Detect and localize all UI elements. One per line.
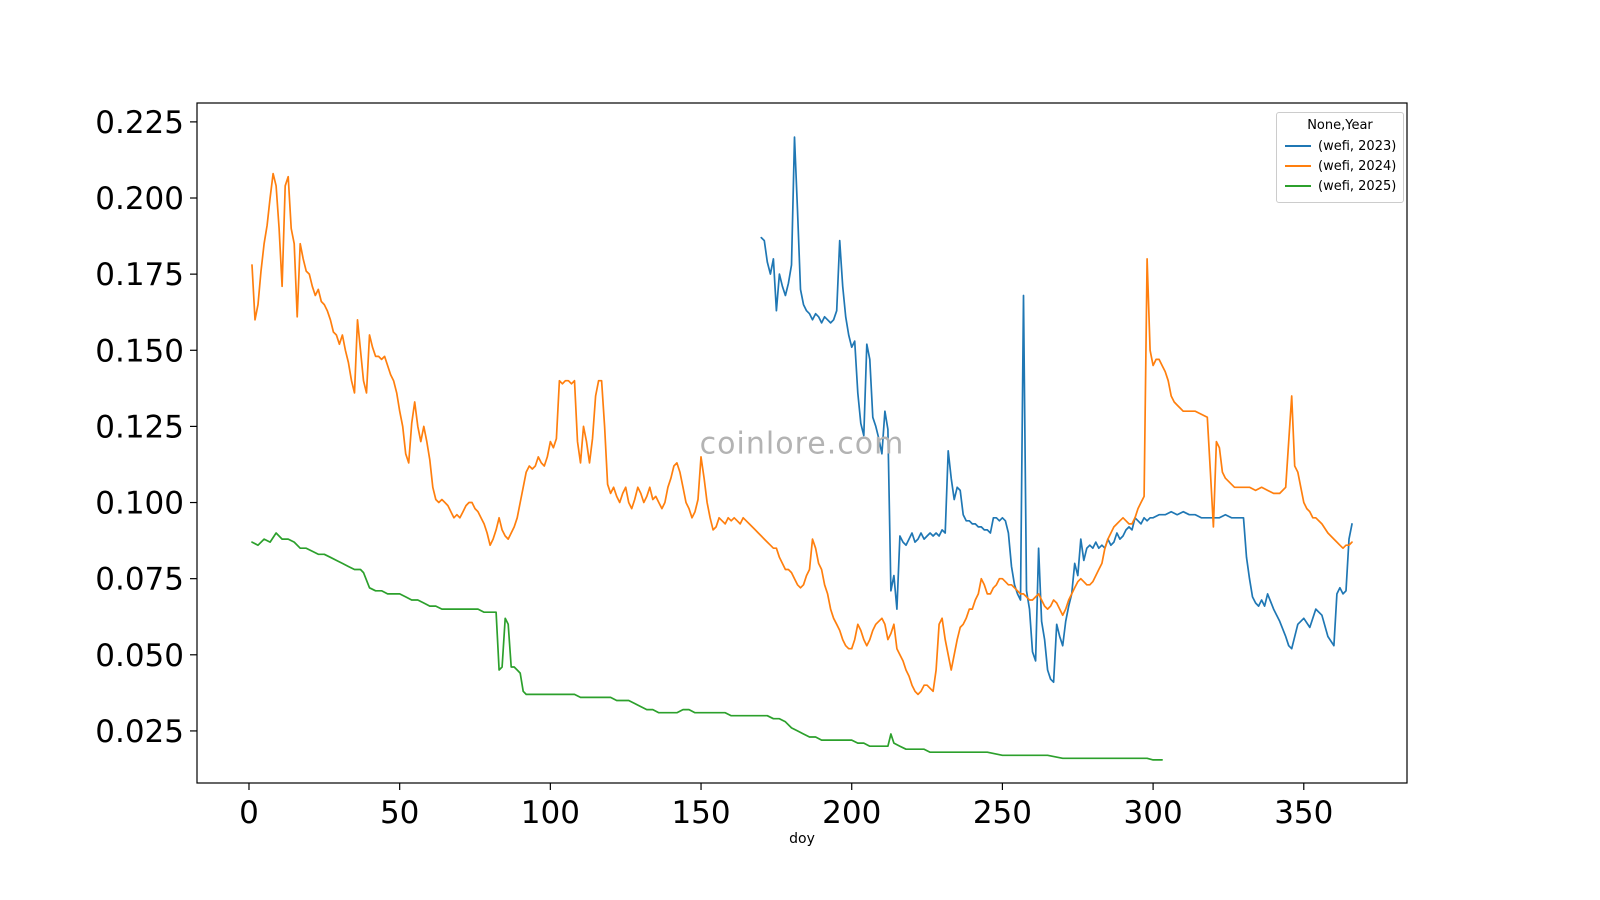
x-tick-label: 250 xyxy=(973,795,1032,831)
legend: None,Year (wefi, 2023) (wefi, 2024) (wef… xyxy=(1276,112,1404,203)
legend-label-wefi-2025: (wefi, 2025) xyxy=(1318,178,1397,194)
x-tick-label: 200 xyxy=(822,795,881,831)
y-tick-label: 0.025 xyxy=(95,714,184,750)
y-tick-label: 0.050 xyxy=(95,638,184,674)
x-axis-label: doy xyxy=(789,831,815,847)
y-tick-label: 0.100 xyxy=(95,486,184,522)
y-tick-label: 0.125 xyxy=(95,409,184,445)
plot-border xyxy=(196,102,1408,784)
y-tick-label: 0.200 xyxy=(95,181,184,217)
series-line-wefi-2025 xyxy=(251,532,1163,761)
legend-swatch-wefi-2024 xyxy=(1285,165,1311,167)
legend-item-wefi-2024: (wefi, 2024) xyxy=(1285,156,1397,176)
legend-label-wefi-2023: (wefi, 2023) xyxy=(1318,138,1397,154)
legend-swatch-wefi-2023 xyxy=(1285,145,1311,147)
x-tick-label: 100 xyxy=(521,795,580,831)
y-tick-label: 0.150 xyxy=(95,333,184,369)
x-tick-label: 350 xyxy=(1274,795,1333,831)
y-tick-label: 0.075 xyxy=(95,562,184,598)
legend-item-wefi-2025: (wefi, 2025) xyxy=(1285,176,1397,196)
x-tick-label: 300 xyxy=(1124,795,1183,831)
x-tick-label: 50 xyxy=(380,795,419,831)
y-tick-label: 0.175 xyxy=(95,257,184,293)
legend-title: None,Year xyxy=(1307,118,1373,133)
x-tick-label: 150 xyxy=(671,795,730,831)
legend-label-wefi-2024: (wefi, 2024) xyxy=(1318,158,1397,174)
series-line-wefi-2024 xyxy=(251,172,1353,696)
legend-item-wefi-2023: (wefi, 2023) xyxy=(1285,136,1397,156)
y-tick-label: 0.225 xyxy=(95,105,184,141)
x-tick-label: 0 xyxy=(239,795,259,831)
series-line-wefi-2023 xyxy=(760,136,1353,684)
legend-swatch-wefi-2025 xyxy=(1285,185,1311,187)
